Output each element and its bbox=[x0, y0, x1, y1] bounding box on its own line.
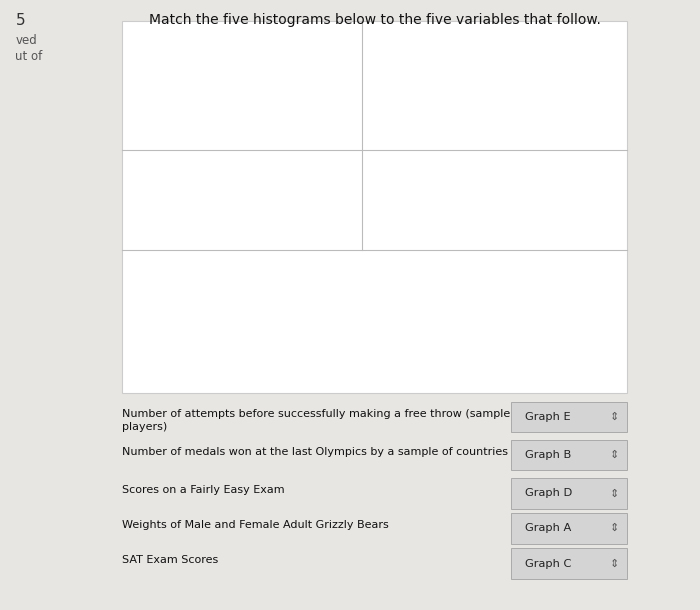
Bar bbox=[320, 376, 343, 379]
Bar bbox=[423, 103, 437, 136]
Bar bbox=[376, 174, 397, 237]
Text: Number of attempts before successfully making a free throw (sample of NBA
player: Number of attempts before successfully m… bbox=[122, 409, 552, 432]
Bar bbox=[221, 217, 238, 237]
Bar bbox=[135, 117, 147, 136]
Bar bbox=[166, 227, 183, 237]
Bar bbox=[258, 208, 274, 237]
Bar bbox=[496, 227, 517, 237]
Text: ⇕: ⇕ bbox=[610, 559, 620, 569]
Text: ved: ved bbox=[15, 34, 37, 46]
Text: ⇕: ⇕ bbox=[610, 523, 620, 533]
Text: C: C bbox=[340, 165, 348, 175]
Text: Graph A: Graph A bbox=[525, 523, 571, 533]
Bar bbox=[536, 90, 550, 136]
Bar bbox=[162, 84, 174, 136]
Bar bbox=[439, 117, 453, 136]
Bar bbox=[337, 129, 349, 136]
Text: ⇕: ⇕ bbox=[610, 450, 620, 460]
Text: E: E bbox=[463, 266, 470, 276]
Bar bbox=[314, 184, 330, 237]
Bar bbox=[216, 63, 228, 136]
Bar bbox=[295, 193, 312, 237]
Text: D: D bbox=[603, 165, 611, 175]
Bar bbox=[243, 362, 265, 379]
Bar bbox=[391, 123, 405, 136]
Text: 5: 5 bbox=[15, 13, 25, 29]
Bar bbox=[503, 70, 517, 136]
Bar bbox=[519, 232, 540, 237]
Bar bbox=[400, 198, 421, 237]
Bar bbox=[397, 378, 420, 379]
Bar bbox=[176, 70, 188, 136]
Text: Graph D: Graph D bbox=[525, 489, 573, 498]
Bar bbox=[455, 90, 469, 136]
Text: ut of: ut of bbox=[15, 50, 43, 63]
Bar bbox=[583, 123, 597, 136]
Bar bbox=[270, 84, 282, 136]
Bar bbox=[203, 222, 219, 237]
Bar bbox=[189, 57, 201, 136]
Bar bbox=[567, 117, 582, 136]
Bar bbox=[332, 174, 349, 237]
Bar bbox=[449, 378, 471, 379]
Bar bbox=[519, 77, 533, 136]
Bar bbox=[256, 70, 268, 136]
Text: Graph B: Graph B bbox=[525, 450, 571, 460]
Bar bbox=[297, 103, 309, 136]
Bar bbox=[324, 123, 336, 136]
Text: Number of medals won at the last Olympics by a sample of countries: Number of medals won at the last Olympic… bbox=[122, 447, 508, 456]
Bar bbox=[346, 378, 368, 379]
Bar bbox=[599, 129, 613, 136]
Bar bbox=[472, 227, 493, 237]
Bar bbox=[148, 103, 160, 136]
Bar bbox=[567, 234, 588, 237]
Text: Scores on a Fairly Easy Exam: Scores on a Fairly Easy Exam bbox=[122, 485, 285, 495]
Bar bbox=[269, 371, 291, 379]
Bar bbox=[592, 235, 612, 237]
Text: Weights of Male and Female Adult Grizzly Bears: Weights of Male and Female Adult Grizzly… bbox=[122, 520, 389, 529]
Bar bbox=[375, 129, 389, 136]
Text: ⇕: ⇕ bbox=[610, 489, 620, 498]
Bar bbox=[310, 110, 322, 136]
Bar bbox=[407, 117, 421, 136]
Text: ⇕: ⇕ bbox=[610, 412, 620, 422]
Bar bbox=[424, 213, 445, 237]
Text: Match the five histograms below to the five variables that follow.: Match the five histograms below to the f… bbox=[148, 13, 601, 27]
Bar bbox=[552, 103, 566, 136]
Bar bbox=[284, 90, 295, 136]
Bar bbox=[487, 63, 501, 136]
Text: B: B bbox=[603, 37, 611, 47]
Bar bbox=[543, 232, 564, 237]
Bar bbox=[230, 57, 242, 136]
Bar bbox=[277, 203, 293, 237]
Bar bbox=[471, 51, 485, 136]
Text: A: A bbox=[340, 37, 347, 47]
Bar bbox=[243, 63, 255, 136]
Text: Graph E: Graph E bbox=[525, 412, 570, 422]
Bar bbox=[295, 373, 317, 379]
Bar bbox=[202, 51, 214, 136]
Text: SAT Exam Scores: SAT Exam Scores bbox=[122, 555, 218, 565]
Text: Graph C: Graph C bbox=[525, 559, 571, 569]
Bar bbox=[448, 222, 469, 237]
Bar bbox=[240, 213, 256, 237]
Bar bbox=[217, 282, 240, 379]
Bar bbox=[185, 222, 201, 237]
